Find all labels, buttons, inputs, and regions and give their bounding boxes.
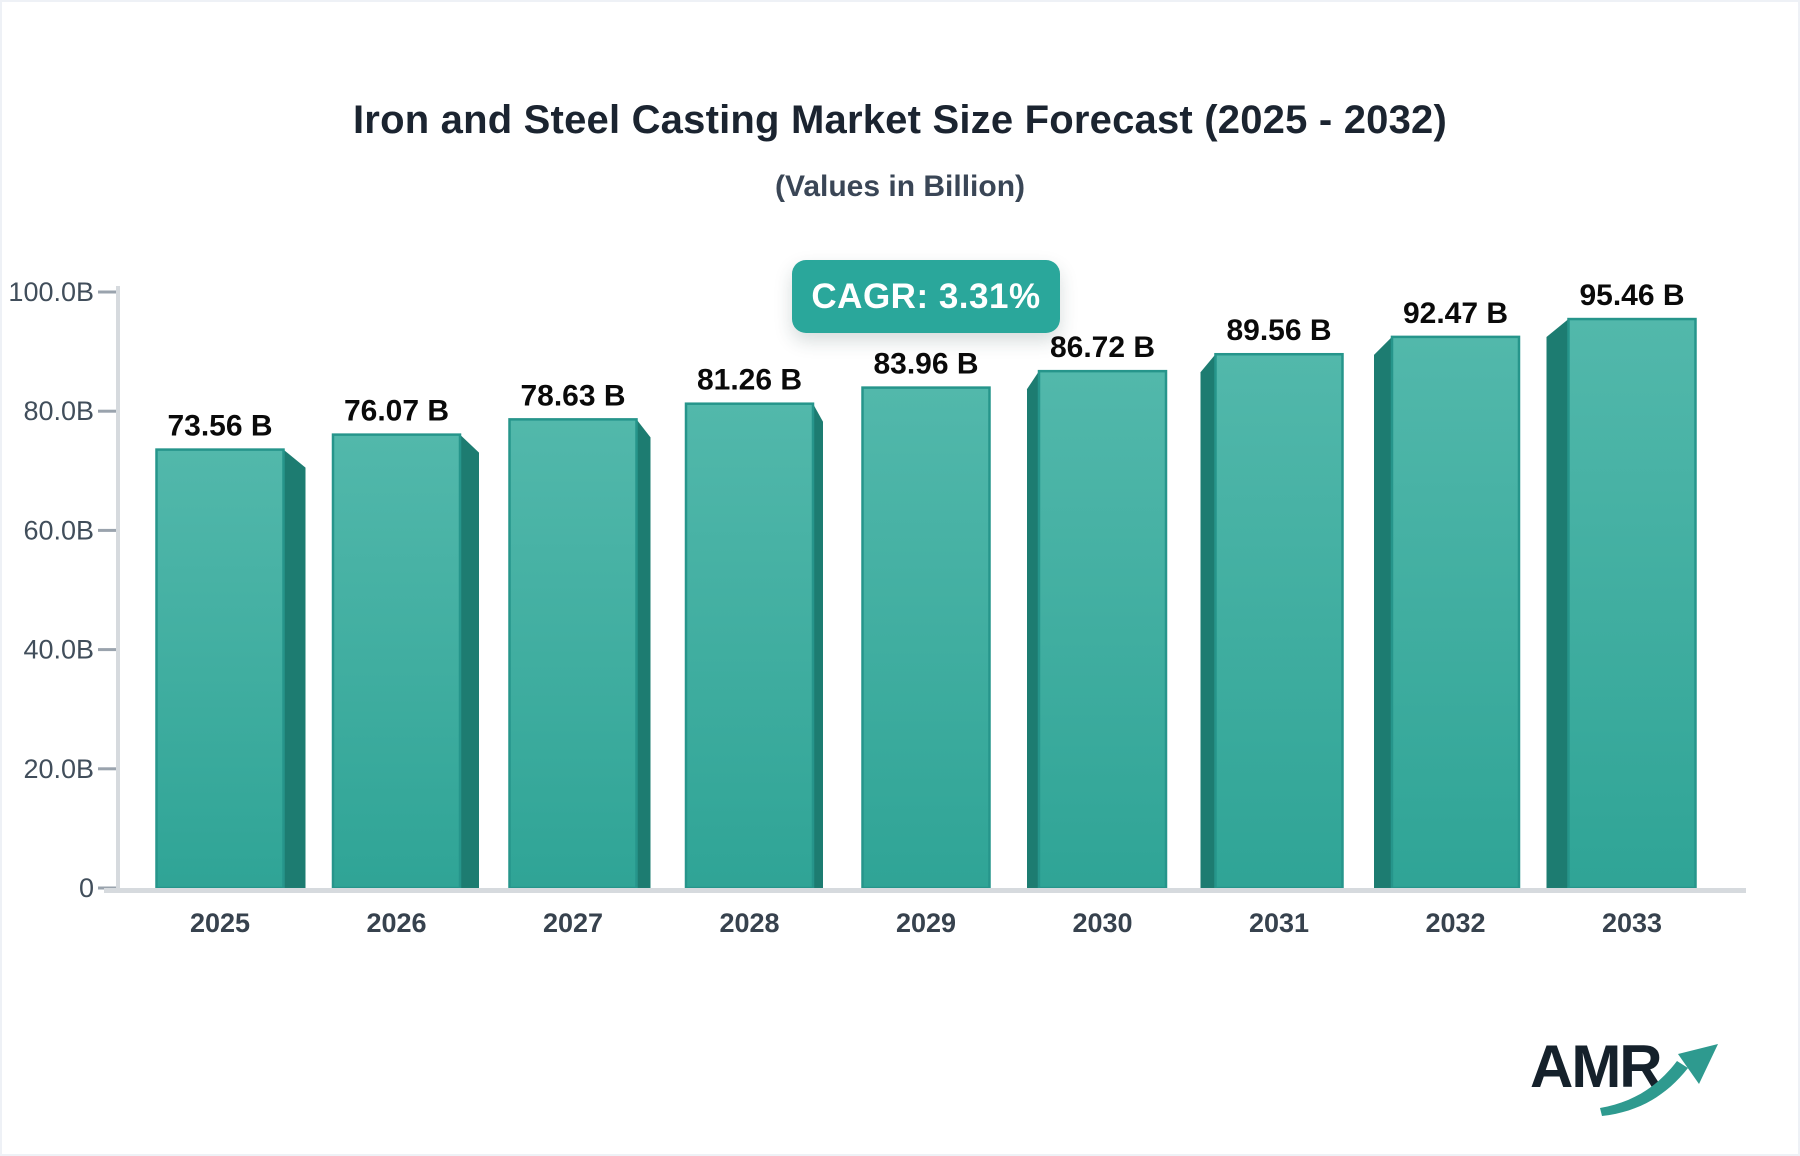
bar-2031: 89.56 B 2031 [1200, 314, 1344, 938]
growth-arrow-icon [1600, 1044, 1718, 1116]
bar-value-label: 81.26 B [697, 364, 802, 397]
y-axis-label: 80.0B [23, 396, 94, 426]
bar-front-face [1390, 335, 1521, 890]
bar-side-face [283, 449, 306, 888]
amr-logo: AMR [1530, 1032, 1750, 1132]
amr-logo-text: AMR [1530, 1033, 1663, 1100]
cagr-badge-label: CAGR: 3.31% [811, 276, 1041, 316]
bar-front-face [1214, 352, 1344, 890]
bar-value-label: 73.56 B [167, 410, 272, 443]
x-axis-label: 2033 [1602, 908, 1662, 938]
y-axis-tick [98, 409, 116, 413]
bar-front-face [155, 448, 285, 890]
x-axis-label: 2026 [366, 908, 426, 938]
bar-side-face [1374, 336, 1392, 889]
bar-front-face [1037, 369, 1168, 890]
y-axis-tick [98, 290, 116, 294]
y-axis-tick [98, 648, 116, 652]
bars: 73.56 B 2025 76.07 B 2026 78.63 B 2027 81.26 B… [155, 279, 1697, 938]
bar-2026: 76.07 B 2026 [331, 395, 479, 938]
bar-value-label: 78.63 B [520, 379, 625, 412]
bar-front-face [684, 402, 815, 890]
bar-value-label: 83.96 B [873, 348, 978, 381]
x-axis-label: 2028 [719, 908, 779, 938]
bar-2027: 78.63 B 2027 [508, 379, 651, 938]
bar-side-face [1200, 354, 1216, 888]
y-axis-label: 0 [79, 873, 94, 903]
y-axis-label: 20.0B [23, 754, 94, 784]
bar-value-label: 92.47 B [1403, 297, 1508, 330]
x-axis-label: 2027 [543, 908, 603, 938]
x-axis-label: 2029 [896, 908, 956, 938]
y-axis-label: 60.0B [23, 515, 94, 545]
x-axis-line [104, 888, 1746, 893]
y-axis: 100.0B 80.0B 60.0B 40.0B 20.0B 0 [8, 277, 120, 903]
bar-2032: 92.47 B 2032 [1374, 297, 1521, 938]
bar-value-label: 86.72 B [1050, 331, 1155, 364]
x-axis-label: 2025 [190, 908, 250, 938]
bar-front-face [331, 433, 462, 890]
x-axis-label: 2032 [1425, 908, 1485, 938]
bar-side-face [813, 403, 823, 888]
bar-front-face [508, 418, 638, 890]
cagr-badge: CAGR: 3.31% [792, 260, 1060, 333]
chart-subtitle: (Values in Billion) [774, 170, 1026, 203]
bar-value-label: 95.46 B [1579, 279, 1684, 312]
bar-2025: 73.56 B 2025 [155, 410, 306, 938]
bar-2029: 83.96 B 2029 [861, 348, 991, 938]
bar-side-face [1027, 371, 1039, 888]
bar-front-face [861, 386, 991, 890]
bar-value-label: 76.07 B [344, 395, 449, 428]
bar-side-face [636, 419, 651, 888]
y-axis-tick [98, 767, 116, 771]
bar-2028: 81.26 B 2028 [684, 364, 823, 938]
x-axis-label: 2031 [1249, 908, 1309, 938]
y-axis-label: 40.0B [23, 635, 94, 665]
x-axis-label: 2030 [1072, 908, 1132, 938]
bar-side-face [460, 434, 479, 888]
bar-front-face [1567, 317, 1697, 890]
y-axis-tick [98, 528, 116, 532]
bar-side-face [1546, 319, 1569, 888]
bar-value-label: 89.56 B [1226, 314, 1331, 347]
bar-2030: 86.72 B 2030 [1027, 331, 1168, 938]
y-axis-label: 100.0B [8, 277, 94, 307]
chart-title: Iron and Steel Casting Market Size Forec… [352, 98, 1448, 142]
bar-2033: 95.46 B 2033 [1546, 279, 1697, 938]
